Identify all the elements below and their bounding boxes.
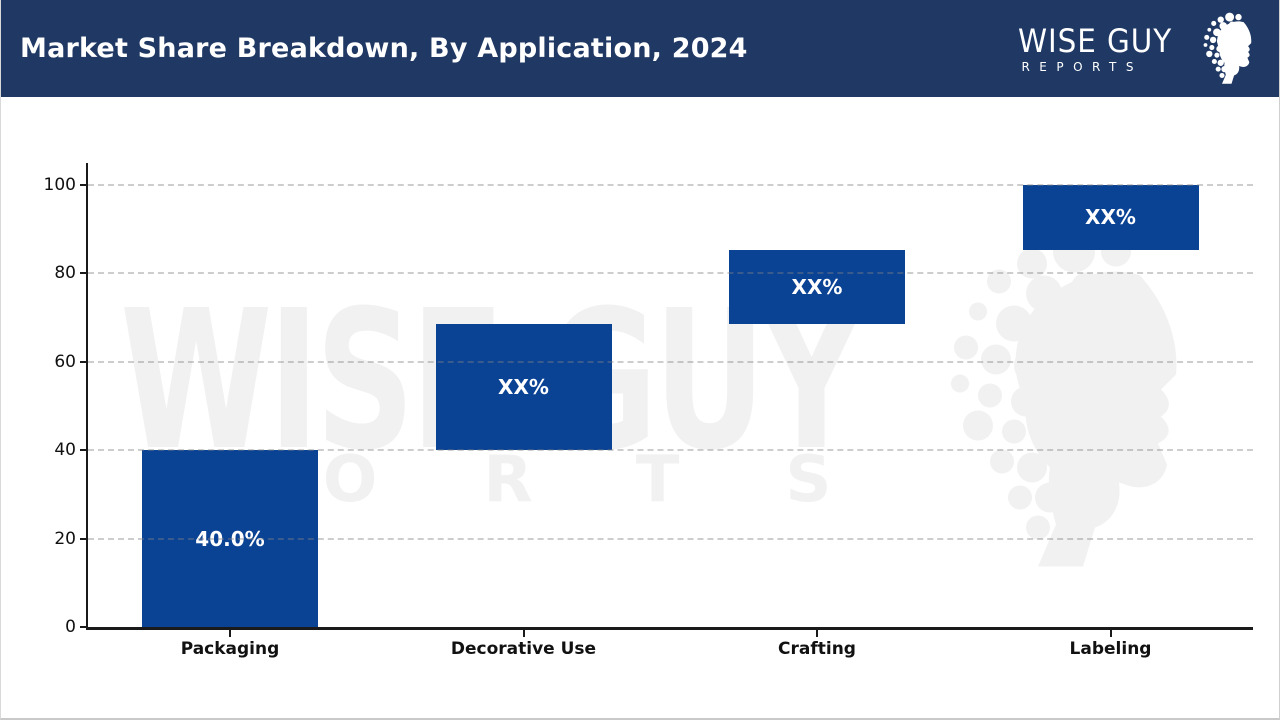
y-tick bbox=[80, 360, 88, 363]
bar-decorative-use: XX% bbox=[435, 324, 612, 451]
bar-value-label: 40.0% bbox=[195, 526, 265, 551]
bar-packaging: 40.0% bbox=[142, 450, 318, 627]
logo-head-icon bbox=[1203, 12, 1252, 84]
x-axis-line bbox=[86, 627, 1253, 630]
bar-labeling: XX% bbox=[1022, 185, 1199, 250]
bar-value-label: XX% bbox=[498, 375, 549, 400]
gridline-60 bbox=[88, 360, 1253, 363]
y-tick bbox=[80, 449, 88, 452]
x-tick-label: Packaging bbox=[180, 639, 280, 659]
logo-wordmark: WISE GUY bbox=[1018, 21, 1173, 60]
page-title: Market Share Breakdown, By Application, … bbox=[20, 33, 748, 64]
bar-value-label: XX% bbox=[791, 275, 843, 300]
x-tick-label: Decorative Use bbox=[450, 639, 597, 659]
gridline-80 bbox=[88, 272, 1253, 275]
y-tick-label: 40 bbox=[54, 440, 76, 461]
y-tick-label: 20 bbox=[54, 528, 76, 549]
y-tick bbox=[80, 537, 88, 540]
bar-value-label: XX% bbox=[1085, 205, 1136, 230]
gridline-40 bbox=[88, 449, 1253, 452]
y-tick-label: 60 bbox=[54, 351, 76, 372]
header-bar: Market Share Breakdown, By Application, … bbox=[0, 0, 1280, 97]
gridline-20 bbox=[88, 537, 1253, 540]
x-tick bbox=[229, 629, 231, 637]
gridline-100 bbox=[88, 184, 1253, 186]
y-tick-label: 80 bbox=[54, 263, 76, 284]
logo-text: WISE GUY REPORTS bbox=[1018, 25, 1186, 73]
y-tick bbox=[80, 272, 88, 275]
x-tick bbox=[1109, 629, 1112, 637]
x-tick-label: Crafting bbox=[778, 639, 856, 659]
y-tick bbox=[80, 626, 88, 628]
x-tick bbox=[816, 629, 818, 637]
logo-subtitle: REPORTS bbox=[1021, 59, 1143, 74]
x-tick bbox=[522, 629, 525, 637]
y-tick-label: 0 bbox=[65, 617, 76, 637]
y-tick bbox=[80, 184, 88, 186]
wise-guy-reports-logo: WISE GUY REPORTS bbox=[1018, 12, 1254, 85]
x-tick-label: Labeling bbox=[1069, 639, 1152, 659]
y-axis-line bbox=[86, 163, 88, 630]
y-tick-label: 100 bbox=[43, 175, 76, 195]
bar-crafting: XX% bbox=[729, 249, 905, 325]
